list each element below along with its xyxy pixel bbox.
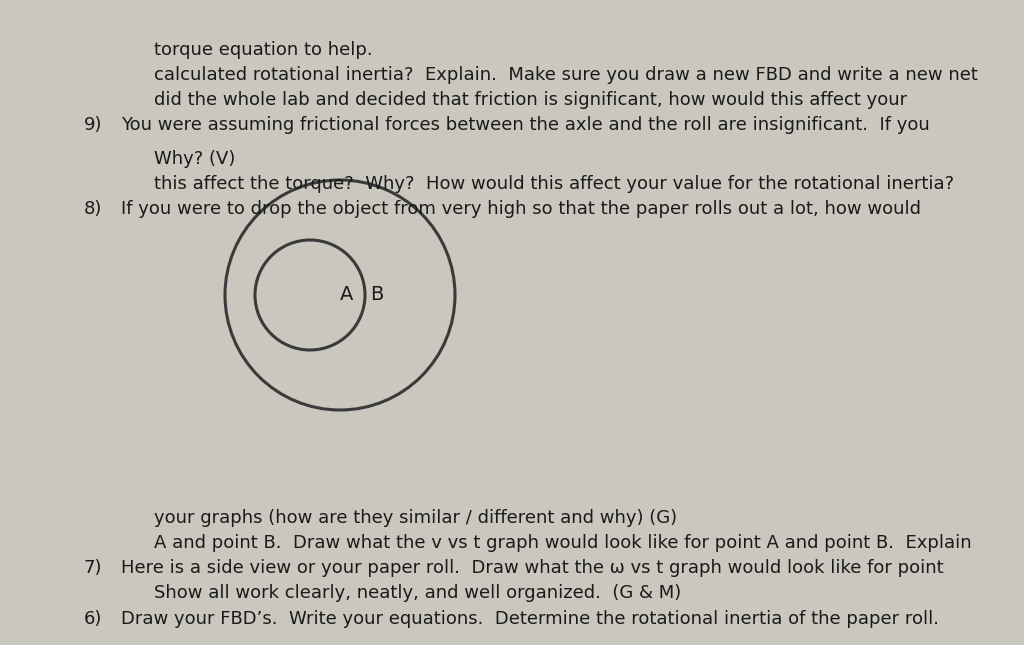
Text: You were assuming frictional forces between the axle and the roll are insignific: You were assuming frictional forces betw… (121, 116, 930, 134)
Text: 9): 9) (84, 116, 102, 134)
Text: 6): 6) (84, 610, 102, 628)
Text: did the whole lab and decided that friction is significant, how would this affec: did the whole lab and decided that frict… (154, 91, 906, 109)
Text: A: A (340, 286, 353, 304)
Text: Show all work clearly, neatly, and well organized.  (G & M): Show all work clearly, neatly, and well … (154, 584, 681, 602)
Text: B: B (370, 286, 383, 304)
Text: your graphs (how are they similar / different and why) (G): your graphs (how are they similar / diff… (154, 509, 677, 527)
Text: 7): 7) (84, 559, 102, 577)
Text: this affect the torque?  Why?  How would this affect your value for the rotation: this affect the torque? Why? How would t… (154, 175, 953, 193)
Text: Why? (V): Why? (V) (154, 150, 234, 168)
Text: 8): 8) (84, 200, 102, 218)
Text: Draw your FBD’s.  Write your equations.  Determine the rotational inertia of the: Draw your FBD’s. Write your equations. D… (121, 610, 939, 628)
Text: calculated rotational inertia?  Explain.  Make sure you draw a new FBD and write: calculated rotational inertia? Explain. … (154, 66, 978, 84)
Text: torque equation to help.: torque equation to help. (154, 41, 373, 59)
Circle shape (255, 240, 365, 350)
Text: A and point B.  Draw what the v vs t graph would look like for point A and point: A and point B. Draw what the v vs t grap… (154, 534, 971, 552)
Text: Here is a side view or your paper roll.  Draw what the ω vs t graph would look l: Here is a side view or your paper roll. … (121, 559, 943, 577)
Text: If you were to drop the object from very high so that the paper rolls out a lot,: If you were to drop the object from very… (121, 200, 921, 218)
Circle shape (225, 180, 455, 410)
